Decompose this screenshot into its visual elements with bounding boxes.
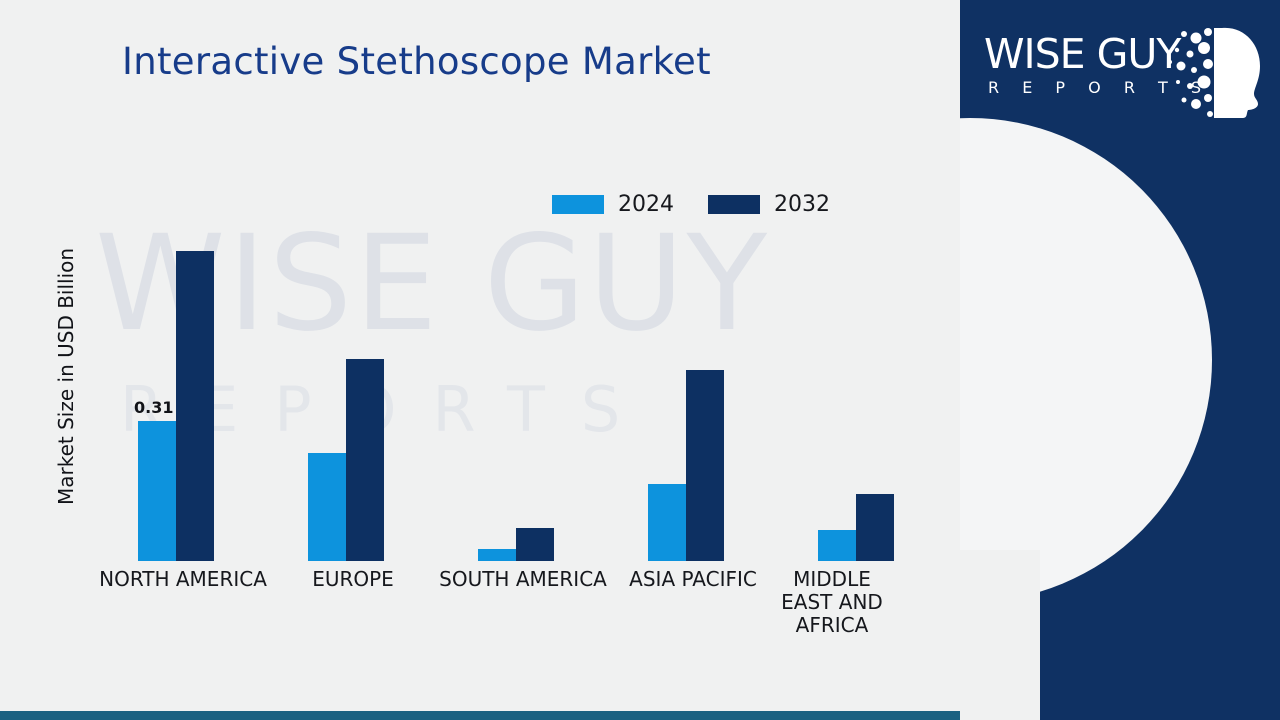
bottom-accent-strip (0, 711, 960, 720)
panel-bottom-wedge (960, 550, 1040, 720)
category-label-south-america: SOUTH AMERICA (439, 567, 607, 591)
bar-2024-south-america[interactable] (478, 549, 516, 561)
bar-group-europe: EUROPE (266, 200, 436, 591)
legend-label-2024: 2024 (618, 192, 674, 217)
chart-legend: 2024 2032 (552, 192, 830, 217)
brand-logo: WISE GUY R E P O R T S (978, 26, 1264, 118)
bar-chart: Market Size in USD Billion 2024 2032 0.3… (54, 192, 936, 637)
page-title: Interactive Stethoscope Market (122, 40, 711, 83)
bar-group-south-america: SOUTH AMERICA (436, 200, 607, 591)
bar-2024-europe[interactable] (308, 453, 346, 561)
y-axis-label: Market Size in USD Billion (54, 247, 78, 505)
bar-2032-europe[interactable] (346, 359, 384, 561)
brand-name: WISE GUY (984, 30, 1181, 78)
legend-item-2024[interactable]: 2024 (552, 192, 674, 217)
legend-item-2032[interactable]: 2032 (708, 192, 830, 217)
bar-group-north-america: 0.31 NORTH AMERICA (96, 200, 267, 591)
bar-2024-middle-east-and-africa[interactable] (818, 530, 856, 561)
bar-value-label-north-america: 0.31 (134, 398, 174, 417)
bar-2032-middle-east-and-africa[interactable] (856, 494, 894, 561)
dotted-head-profile-icon (1168, 27, 1260, 118)
brand-panel: WISE GUY R E P O R T S (960, 0, 1280, 720)
legend-swatch-2024 (552, 195, 604, 214)
bar-2024-north-america[interactable] (138, 421, 176, 561)
legend-label-2032: 2032 (774, 192, 830, 217)
brand-subtitle: R E P O R T S (988, 78, 1211, 97)
category-label-europe: EUROPE (312, 567, 394, 591)
category-label-middle-east-and-africa: MIDDLE EAST AND AFRICA (781, 567, 883, 637)
bar-group-middle-east-and-africa: MIDDLE EAST AND AFRICA (776, 200, 946, 637)
legend-swatch-2032 (708, 195, 760, 214)
molecule-dots-pattern (960, 150, 1150, 580)
bar-2032-asia-pacific[interactable] (686, 370, 724, 561)
bar-2032-south-america[interactable] (516, 528, 554, 561)
plot-area: 0.31 NORTH AMERICA EUROPE SOUTH AMERICA (96, 200, 936, 637)
category-label-north-america: NORTH AMERICA (99, 567, 267, 591)
bar-2024-asia-pacific[interactable] (648, 484, 686, 561)
bar-2032-north-america[interactable] (176, 251, 214, 561)
category-label-asia-pacific: ASIA PACIFIC (629, 567, 757, 591)
bar-group-asia-pacific: ASIA PACIFIC (606, 200, 776, 591)
